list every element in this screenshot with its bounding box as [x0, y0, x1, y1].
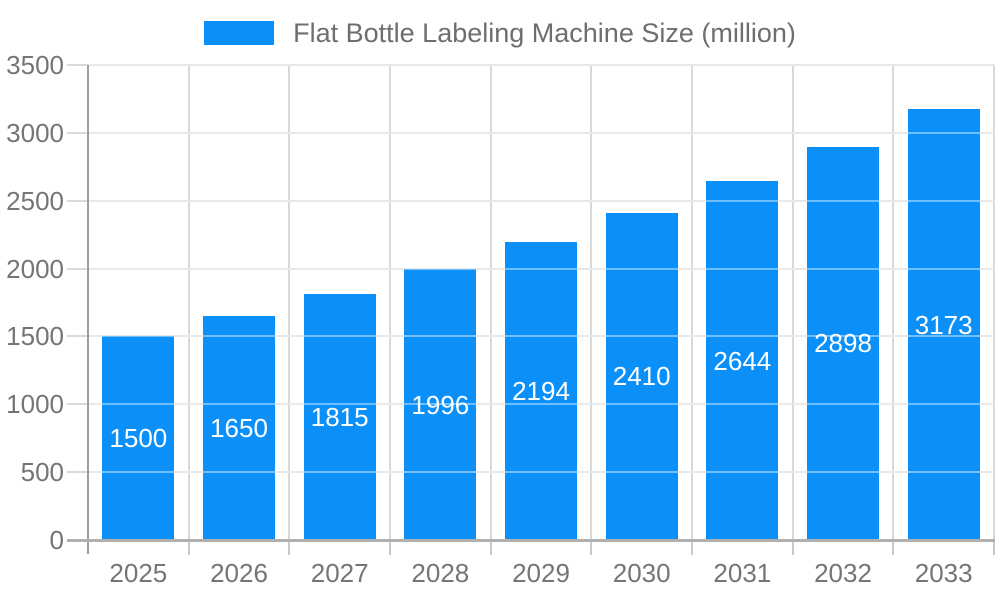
grid-line-overlay — [88, 471, 994, 474]
grid-line-vertical — [187, 65, 190, 540]
bar[interactable] — [404, 269, 477, 540]
x-axis-label: 2026 — [210, 558, 268, 588]
legend[interactable]: Flat Bottle Labeling Machine Size (milli… — [0, 10, 1000, 56]
grid-line-overlay — [88, 335, 994, 338]
bar[interactable] — [303, 293, 376, 540]
x-axis-label: 2033 — [914, 558, 973, 588]
x-axis-tick — [993, 542, 995, 555]
bar-value-label: 1996 — [411, 389, 470, 420]
bar[interactable] — [605, 212, 678, 540]
grid-line-overlay — [88, 267, 994, 270]
x-axis-label: 2027 — [310, 558, 369, 588]
y-axis-label: 1000 — [6, 389, 64, 420]
y-axis-label: 3500 — [6, 50, 64, 80]
grid-line-overlay — [88, 403, 994, 406]
grid-line-horizontal — [67, 64, 994, 66]
grid-line-horizontal — [67, 131, 994, 134]
x-axis-tick — [187, 542, 190, 555]
bar-value-label: 2898 — [814, 328, 872, 359]
legend-label: Flat Bottle Labeling Machine Size (milli… — [293, 17, 796, 48]
y-axis-line — [87, 65, 89, 554]
grid-line-vertical — [389, 65, 391, 540]
grid-line-overlay — [88, 64, 994, 66]
grid-line-overlay — [88, 131, 994, 134]
bar[interactable] — [102, 336, 175, 540]
x-axis-tick — [288, 542, 291, 555]
bar[interactable] — [505, 242, 577, 540]
plot-area: 1500 1650 1815 1996 2194 2410 2644 2898 3173 — [67, 64, 995, 540]
bar-value-label: 2644 — [713, 345, 772, 376]
grid-line-vertical — [791, 65, 794, 540]
bar-value-label: 2410 — [612, 361, 671, 392]
bar[interactable] — [203, 316, 275, 540]
x-axis-baseline — [67, 539, 995, 542]
y-axis-label: 0 — [49, 525, 64, 555]
x-axis-tick — [489, 542, 492, 555]
grid-line-horizontal — [67, 199, 994, 202]
y-axis-label: 2500 — [6, 185, 64, 216]
x-axis-tick — [892, 542, 895, 555]
grid-line-vertical — [590, 65, 593, 540]
grid-line-vertical — [892, 65, 895, 540]
grid-line-vertical — [691, 65, 693, 540]
bar[interactable] — [807, 146, 879, 540]
x-axis-label: 2030 — [612, 558, 671, 588]
grid-line-vertical — [288, 65, 291, 540]
bar[interactable] — [907, 109, 980, 540]
grid-line-overlay — [88, 199, 994, 202]
bar-value-label: 1815 — [310, 401, 369, 432]
x-axis-label: 2032 — [814, 558, 872, 588]
grid-line-vertical — [993, 65, 995, 540]
bar-value-label: 1500 — [109, 423, 168, 454]
x-axis-tick — [791, 542, 794, 555]
bar[interactable] — [706, 181, 779, 540]
y-axis-label: 3000 — [6, 117, 64, 148]
x-axis-tick — [590, 542, 593, 555]
bar-value-label: 3173 — [914, 309, 973, 340]
y-axis-label: 1500 — [6, 321, 64, 352]
y-axis-label: 2000 — [6, 253, 64, 284]
x-axis-label: 2029 — [512, 558, 570, 588]
x-axis-tick — [389, 542, 391, 555]
x-axis-label: 2031 — [713, 558, 772, 588]
grid-line-vertical — [489, 65, 492, 540]
legend-swatch-icon — [204, 21, 275, 45]
x-axis-label: 2028 — [411, 558, 470, 588]
bar-value-label: 1650 — [210, 413, 268, 444]
x-axis-label: 2025 — [109, 558, 168, 588]
x-axis-tick — [691, 542, 693, 555]
y-axis-label: 500 — [20, 457, 64, 488]
bar-value-label: 2194 — [512, 376, 570, 407]
